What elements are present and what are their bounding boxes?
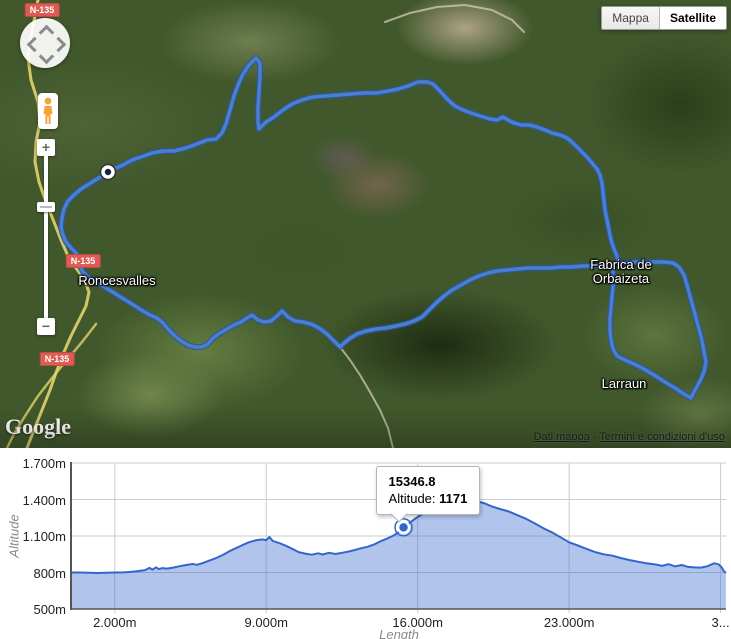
y-tick-label: 1.100m	[22, 529, 66, 544]
terms-link[interactable]: Termini e condizioni d'uso	[599, 431, 725, 443]
x-axis-title: Length	[379, 627, 419, 639]
y-tick-label: 500m	[33, 602, 66, 617]
attribution-separator: -	[589, 431, 600, 443]
map-attribution: Dati mappa - Termini e condizioni d'uso	[534, 431, 725, 443]
tooltip-distance-value: 15346.8	[388, 474, 436, 489]
x-tick-label: 9.000m	[244, 615, 288, 630]
chart-tooltip: 15346.8 Altitude: 1171	[375, 466, 481, 523]
y-axis-title: Altitude	[6, 514, 22, 558]
tooltip-altitude-row: Altitude: 1171	[388, 491, 468, 506]
x-tick-label: 23.000m	[543, 615, 595, 630]
map-button[interactable]: Mappa	[602, 7, 660, 29]
x-tick-label: 3...	[711, 615, 730, 630]
pan-right-icon[interactable]	[50, 36, 67, 53]
hover-point-ring	[394, 518, 413, 537]
map-road	[5, 322, 98, 448]
map-data-link[interactable]: Dati mappa	[533, 431, 590, 443]
pan-down-icon[interactable]	[38, 48, 55, 65]
place-label: Larraun	[601, 376, 647, 391]
hover-point	[396, 520, 411, 535]
y-tick-label: 1.400m	[22, 492, 66, 508]
y-tick-label: 1.700m	[22, 456, 66, 471]
satellite-map[interactable]: N-135 N-135 N-135 Roncesvalles Fabrica de Orb…	[0, 0, 731, 448]
elevation-area-plot	[70, 462, 727, 613]
map-road	[339, 346, 394, 448]
y-tick-label: 800m	[33, 565, 66, 581]
pan-left-icon[interactable]	[26, 36, 43, 53]
road-shield-n135: N-135	[24, 3, 60, 17]
zoom-out-button[interactable]: −	[37, 318, 55, 335]
pan-control[interactable]	[20, 18, 70, 68]
elevation-profile-chart[interactable]: 1.700m 1.400m 1.100m 800m 500m 2.000m 9.000m 16…	[0, 448, 731, 639]
road-shield-n135: N-135	[65, 254, 101, 268]
google-logo[interactable]: Google	[5, 414, 71, 439]
zoom-slider-track[interactable]	[44, 156, 48, 322]
route-start-marker-dot	[104, 168, 112, 176]
elevation-line	[71, 496, 727, 574]
zoom-in-button[interactable]: +	[37, 139, 55, 156]
tooltip-altitude-value: 1171	[439, 491, 468, 506]
x-tick-label: 16.000m	[392, 615, 443, 630]
zoom-slider-handle[interactable]	[37, 202, 55, 212]
place-label: Roncesvalles	[78, 273, 156, 288]
pegman-icon	[43, 97, 53, 124]
map-road	[384, 4, 525, 33]
elevation-area-fill	[71, 497, 726, 609]
place-label: Fabrica de Orbaizeta	[590, 257, 652, 286]
pegman-streetview-control[interactable]	[38, 93, 58, 129]
x-tick-label: 2.000m	[93, 615, 137, 630]
gps-route-line	[59, 56, 708, 400]
map-type-switcher: Mappa Satellite	[601, 6, 727, 30]
pan-up-icon[interactable]	[38, 24, 55, 41]
route-overlay	[5, 0, 709, 448]
satellite-button[interactable]: Satellite	[659, 7, 726, 29]
map-road	[25, 0, 91, 448]
road-shield-n135: N-135	[39, 352, 75, 366]
